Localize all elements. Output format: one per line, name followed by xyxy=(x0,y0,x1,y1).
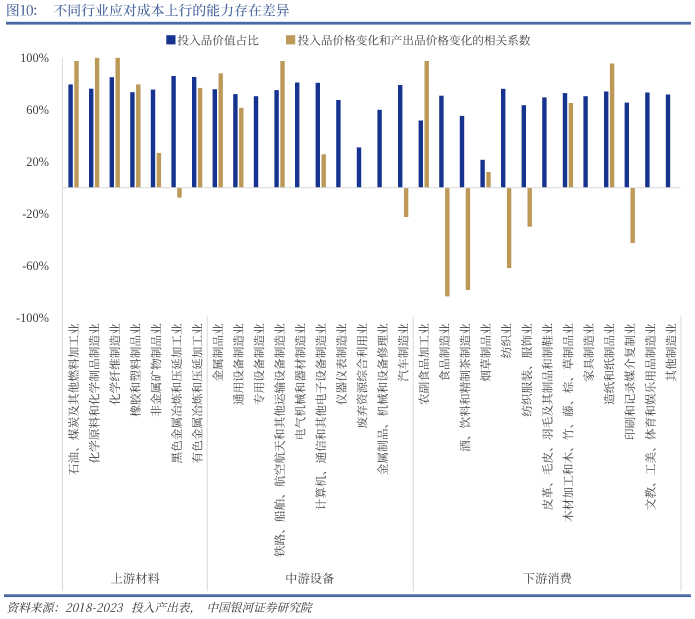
svg-text:60%: 60% xyxy=(26,103,49,117)
svg-text:-100%: -100% xyxy=(16,311,49,325)
svg-text:-20%: -20% xyxy=(22,207,49,221)
svg-text:20%: 20% xyxy=(26,155,49,169)
svg-text:-60%: -60% xyxy=(22,259,49,273)
svg-text:100%: 100% xyxy=(20,51,49,65)
